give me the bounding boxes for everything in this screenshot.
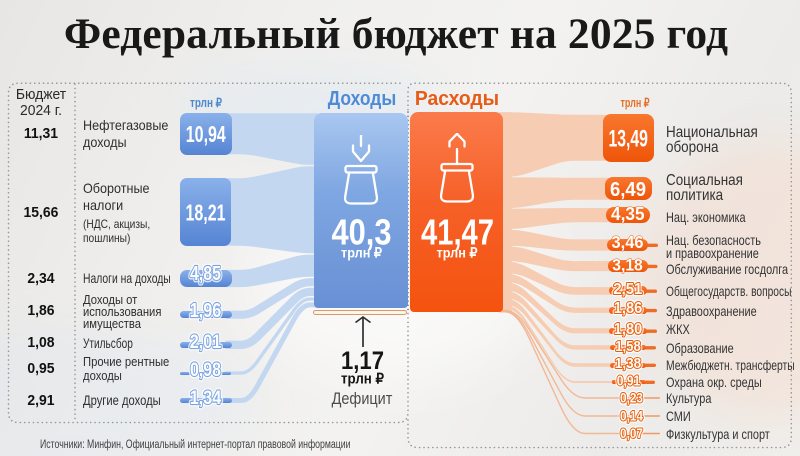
svg-text:1,96: 1,96 [190,300,222,322]
svg-text:0,07: 0,07 [620,425,643,441]
svg-text:трлн ₽: трлн ₽ [621,96,651,110]
svg-text:2,51: 2,51 [613,281,642,298]
svg-text:трлн ₽: трлн ₽ [341,372,385,388]
svg-text:10,94: 10,94 [186,121,226,147]
svg-text:1,86: 1,86 [614,300,643,317]
svg-text:2,51: 2,51 [613,281,642,298]
svg-text:6,49: 6,49 [610,179,646,201]
svg-text:0,98: 0,98 [190,359,221,381]
svg-text:трлн ₽: трлн ₽ [341,245,382,261]
svg-text:0,14: 0,14 [620,408,643,424]
svg-text:3,46: 3,46 [612,232,644,252]
svg-text:0,07: 0,07 [620,425,643,441]
svg-text:0,23: 0,23 [620,390,643,406]
svg-text:трлн ₽: трлн ₽ [190,96,223,110]
svg-text:1,38: 1,38 [615,355,642,372]
svg-text:4,35: 4,35 [611,204,645,224]
svg-text:41,47: 41,47 [421,211,494,252]
svg-text:3,18: 3,18 [612,257,643,275]
svg-text:0,14: 0,14 [620,408,643,424]
svg-text:1,58: 1,58 [615,339,641,355]
svg-text:1,80: 1,80 [614,321,643,338]
svg-text:0,23: 0,23 [620,390,643,406]
svg-text:1,34: 1,34 [190,387,222,409]
svg-text:0,98: 0,98 [190,359,221,381]
svg-text:1,38: 1,38 [615,355,642,372]
svg-text:13,49: 13,49 [608,125,648,152]
svg-text:трлн ₽: трлн ₽ [437,245,478,261]
svg-text:1,96: 1,96 [190,300,222,322]
svg-text:18,21: 18,21 [186,200,226,226]
svg-text:1,17: 1,17 [341,347,384,375]
svg-text:1,80: 1,80 [614,321,643,338]
svg-text:1,86: 1,86 [614,300,643,317]
svg-text:0,91: 0,91 [617,373,641,389]
svg-text:4,85: 4,85 [190,263,221,285]
svg-text:1,34: 1,34 [190,387,222,409]
svg-text:40,3: 40,3 [332,211,392,252]
svg-text:2,01: 2,01 [190,331,222,353]
svg-text:4,85: 4,85 [190,263,221,285]
svg-text:2,01: 2,01 [190,331,222,353]
svg-text:0,91: 0,91 [617,373,641,389]
svg-text:1,58: 1,58 [615,339,641,355]
